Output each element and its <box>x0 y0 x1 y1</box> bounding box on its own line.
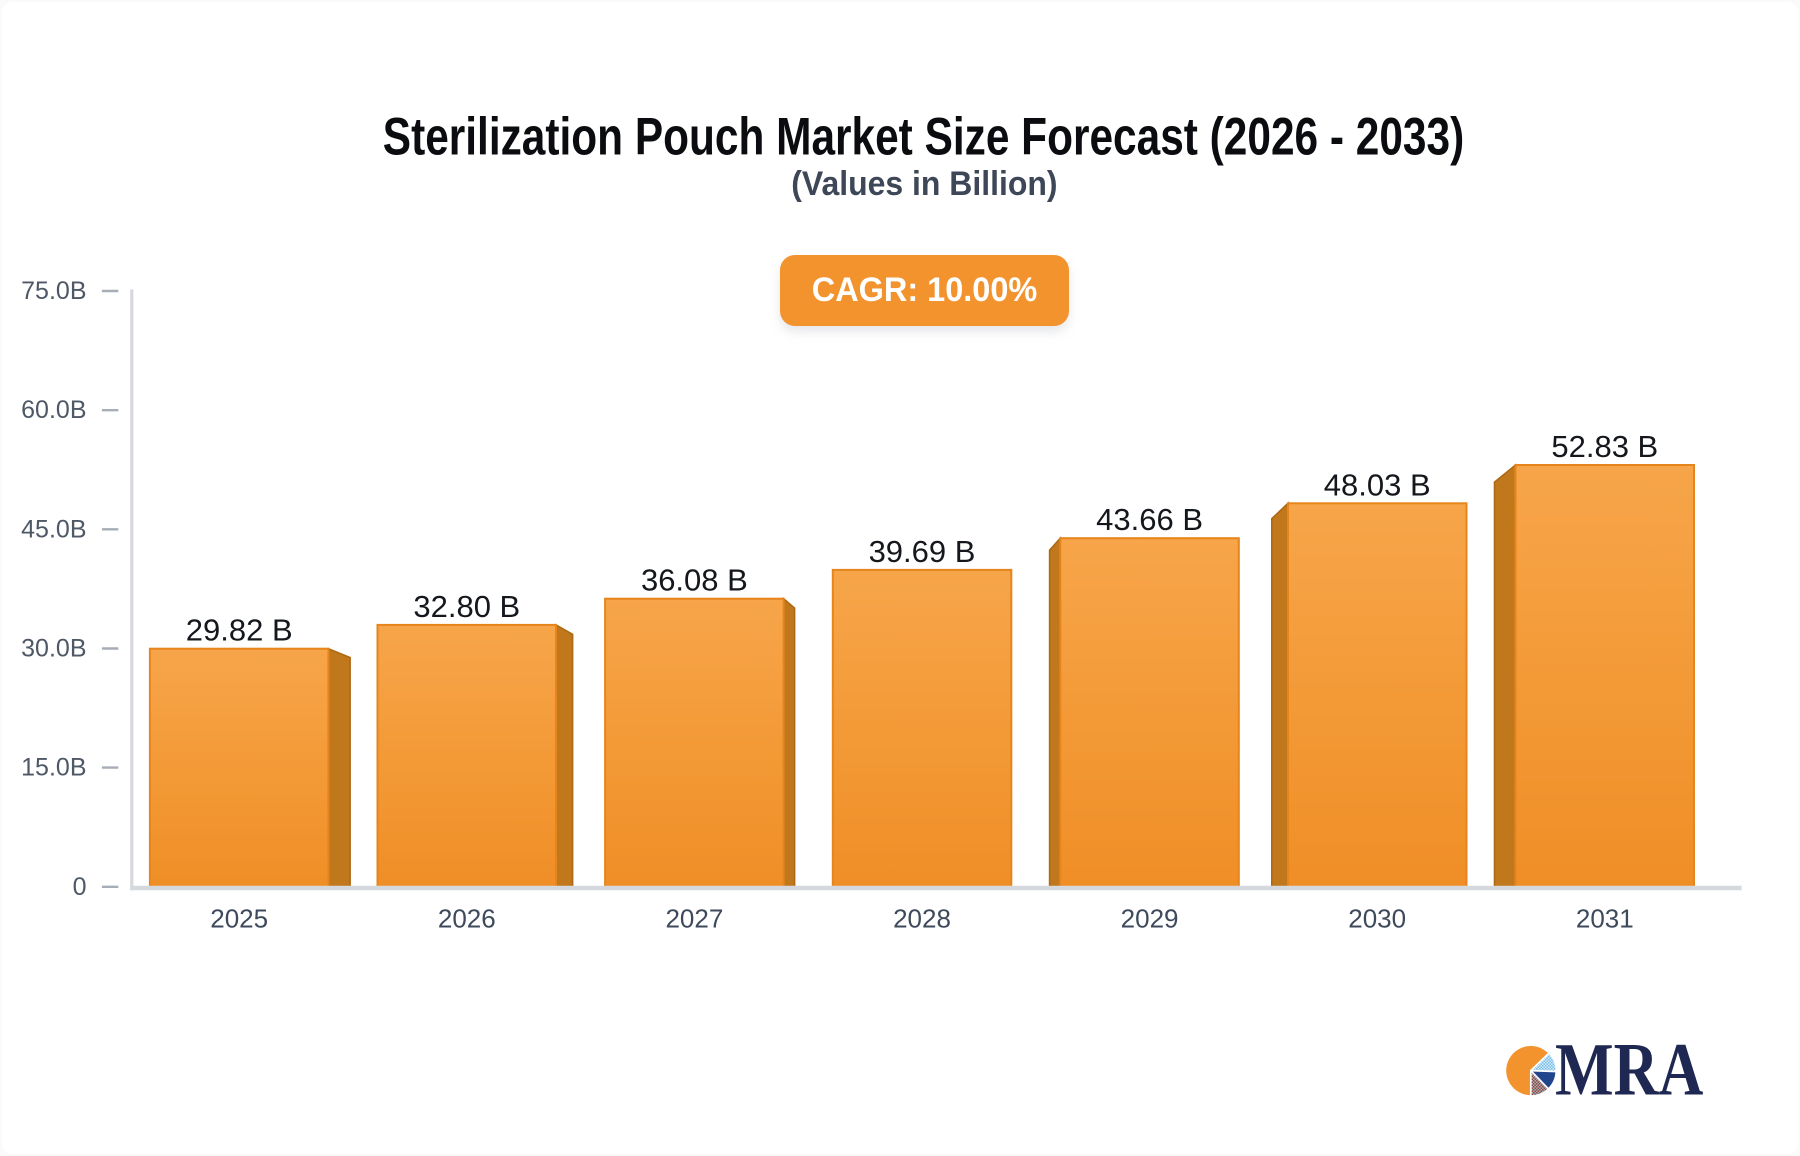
svg-text:29.82 B: 29.82 B <box>186 613 293 648</box>
svg-text:60.0B: 60.0B <box>21 396 86 424</box>
svg-text:39.69 B: 39.69 B <box>869 534 976 569</box>
svg-text:30.0B: 30.0B <box>21 635 86 663</box>
svg-text:52.83 B: 52.83 B <box>1551 429 1658 464</box>
svg-text:45.0B: 45.0B <box>21 515 86 543</box>
svg-text:15.0B: 15.0B <box>21 754 86 782</box>
svg-text:Sterilization Pouch Market Siz: Sterilization Pouch Market Size Forecast… <box>383 108 1464 167</box>
svg-text:32.80 B: 32.80 B <box>413 589 520 624</box>
svg-text:43.66 B: 43.66 B <box>1096 502 1203 537</box>
svg-text:2027: 2027 <box>665 903 723 933</box>
svg-text:2031: 2031 <box>1576 903 1634 933</box>
svg-text:2030: 2030 <box>1348 903 1406 933</box>
svg-text:2026: 2026 <box>438 903 496 933</box>
svg-text:MRA: MRA <box>1555 1028 1704 1111</box>
svg-text:48.03 B: 48.03 B <box>1324 467 1431 502</box>
svg-text:2028: 2028 <box>893 903 951 933</box>
svg-text:2029: 2029 <box>1121 903 1179 933</box>
svg-text:2025: 2025 <box>210 903 268 933</box>
svg-text:75.0B: 75.0B <box>21 277 86 305</box>
svg-text:0: 0 <box>73 873 87 901</box>
svg-text:36.08 B: 36.08 B <box>641 563 748 598</box>
svg-text:(Values in Billion): (Values in Billion) <box>791 164 1057 202</box>
svg-text:CAGR: 10.00%: CAGR: 10.00% <box>812 271 1038 309</box>
